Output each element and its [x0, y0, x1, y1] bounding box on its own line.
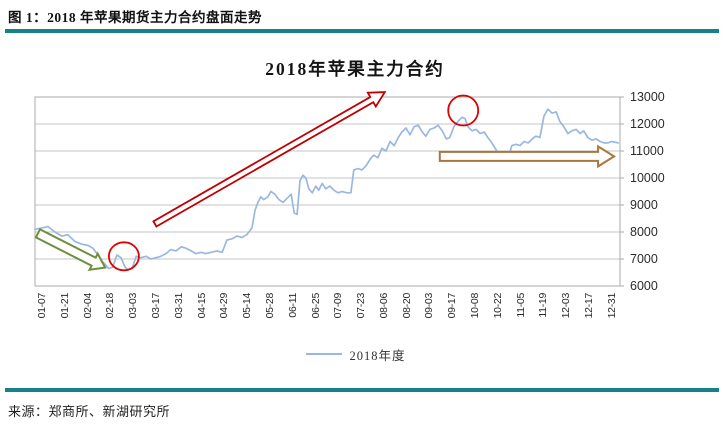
x-tick-label: 07-23 — [355, 293, 368, 319]
y-tick-label: 11000 — [630, 143, 664, 158]
x-tick-label: 04-15 — [195, 293, 208, 319]
x-tick-label: 03-17 — [149, 293, 162, 319]
brown-sideways-arrow — [438, 144, 616, 169]
green-decline-arrow — [34, 227, 107, 272]
y-tick-label: 12000 — [630, 116, 665, 131]
figure-caption: 图 1：2018 年苹果期货主力合约盘面走势 — [8, 10, 262, 25]
y-tick-label: 10000 — [630, 170, 665, 185]
x-tick-label: 09-03 — [423, 293, 436, 319]
x-tick-label: 05-14 — [241, 293, 254, 319]
x-tick-label: 08-20 — [400, 293, 413, 319]
y-tick-label: 6000 — [630, 278, 658, 293]
y-tick-label: 7000 — [630, 251, 658, 266]
x-tick-label: 10-22 — [491, 293, 504, 319]
chart-legend: 2018年度 — [0, 346, 712, 363]
x-tick-label: 02-18 — [104, 293, 117, 319]
x-tick-label: 11-19 — [537, 293, 550, 318]
y-tick-label: 9000 — [630, 197, 658, 212]
x-tick-label: 11-05 — [514, 293, 527, 318]
legend-line-sample — [306, 353, 343, 355]
x-tick-label: 12-17 — [583, 293, 596, 319]
x-tick-label: 10-08 — [469, 293, 482, 319]
x-tick-label: 01-21 — [58, 293, 71, 319]
x-tick-label: 12-31 — [605, 293, 618, 319]
x-tick-label: 05-28 — [263, 293, 276, 319]
x-tick-label: 03-31 — [172, 293, 185, 319]
chart-title: 2018年苹果主力合约 — [265, 59, 445, 79]
x-tick-label: 08-06 — [377, 293, 390, 319]
plot-border — [34, 96, 621, 287]
price-chart — [34, 91, 624, 287]
source-note: 来源：郑商所、新湖研究所 — [8, 404, 171, 419]
x-tick-label: 04-29 — [218, 293, 231, 319]
y-tick-label: 8000 — [630, 224, 658, 239]
red-circle-peak — [447, 94, 480, 127]
footer-divider — [5, 388, 719, 392]
price-line — [34, 108, 620, 271]
red-circle-low — [108, 241, 140, 272]
x-tick-label: 09-17 — [446, 293, 459, 319]
header-divider — [5, 29, 719, 33]
x-tick-label: 12-03 — [560, 293, 573, 319]
x-tick-label: 02-04 — [81, 293, 94, 319]
x-tick-label: 01-07 — [36, 293, 49, 319]
x-tick-label: 03-03 — [127, 293, 140, 319]
legend-label: 2018年度 — [349, 348, 406, 363]
x-tick-label: 06-25 — [309, 293, 322, 319]
y-tick-label: 13000 — [630, 89, 665, 104]
x-tick-label: 06-11 — [286, 293, 299, 318]
red-rise-arrow — [152, 91, 387, 228]
x-tick-label: 07-09 — [332, 293, 345, 319]
